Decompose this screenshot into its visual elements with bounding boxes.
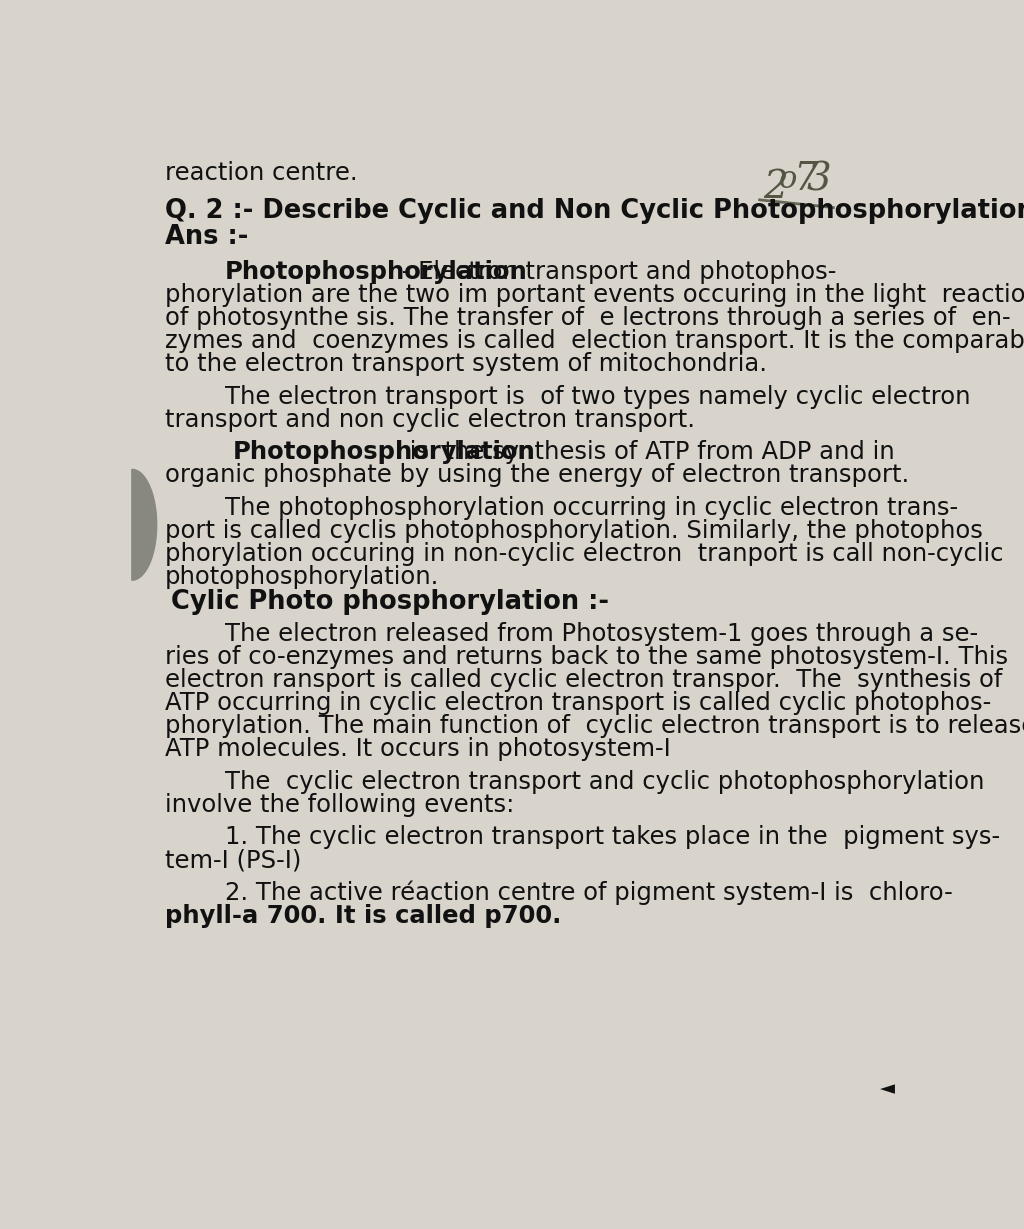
Text: Q. 2 :- Describe Cyclic and Non Cyclic Photophosphorylation.: Q. 2 :- Describe Cyclic and Non Cyclic P… [165,198,1024,225]
Text: organic phosphate by using the energy of electron transport.: organic phosphate by using the energy of… [165,463,909,487]
Text: 2. The active réaction centre of pigment system-I is  chloro-: 2. The active réaction centre of pigmen… [225,880,952,905]
Text: The photophosphorylation occurring in cyclic electron trans-: The photophosphorylation occurring in cy… [225,495,958,520]
Text: Cylic Photo phosphorylation :-: Cylic Photo phosphorylation :- [171,590,609,616]
Text: photophosphorylation.: photophosphorylation. [165,565,439,589]
Text: is  the synthesis of ATP from ADP and in: is the synthesis of ATP from ADP and in [401,440,894,465]
Text: of photosynthe sis. The transfer of  e lectrons through a series of  en-: of photosynthe sis. The transfer of e le… [165,306,1011,331]
Text: 3: 3 [807,161,831,198]
Text: ◄: ◄ [880,1079,895,1099]
Text: The  cyclic electron transport and cyclic photophosphorylation: The cyclic electron transport and cyclic… [225,769,984,794]
Text: The electron released from Photosystem-1 goes through a se-: The electron released from Photosystem-1… [225,622,978,645]
Text: transport and non cyclic electron transport.: transport and non cyclic electron transp… [165,408,695,431]
Text: Photophosphorylation: Photophosphorylation [232,440,536,465]
Text: ATP molecules. It occurs in photosystem-I: ATP molecules. It occurs in photosystem-… [165,737,671,761]
Text: to the electron transport system of mitochondria.: to the electron transport system of mito… [165,353,767,376]
Text: - Electron transport and photophos-: - Electron transport and photophos- [394,259,837,284]
Text: Ans :-: Ans :- [165,225,249,251]
Text: port is called cyclis photophosphorylation. Similarly, the photophos: port is called cyclis photophosphorylati… [165,519,983,543]
Text: zymes and  coenzymes is called  election transport. It is the comparable: zymes and coenzymes is called election t… [165,329,1024,353]
Text: phyll-a 700. It is called p700.: phyll-a 700. It is called p700. [165,903,561,928]
Text: phorylation. The main function of  cyclic electron transport is to release: phorylation. The main function of cyclic… [165,714,1024,739]
Text: The electron transport is  of two types namely cyclic electron: The electron transport is of two types n… [225,385,971,408]
Text: ries of co-enzymes and returns back to the same photosystem-I. This: ries of co-enzymes and returns back to t… [165,645,1009,669]
Text: phorylation occuring in non-cyclic electron  tranport is call non-cyclic: phorylation occuring in non-cyclic elect… [165,542,1004,565]
Text: Photophosphorylation: Photophosphorylation [225,259,527,284]
Text: ATP occurring in cyclic electron transport is called cyclic photophos-: ATP occurring in cyclic electron transpo… [165,691,991,715]
Text: 2: 2 [764,170,788,206]
Text: involve the following events:: involve the following events: [165,793,515,817]
Text: 7: 7 [793,161,818,198]
Text: electron ransport is called cyclic electron transpor.  The  synthesis of: electron ransport is called cyclic elect… [165,669,1002,692]
Text: tem-I (PS-I): tem-I (PS-I) [165,848,302,873]
Polygon shape [132,469,157,580]
Text: phorylation are the two im portant events occuring in the light  reaction: phorylation are the two im portant event… [165,283,1024,307]
Text: o: o [779,165,798,195]
Text: 1. The cyclic electron transport takes place in the  pigment sys-: 1. The cyclic electron transport takes p… [225,825,1000,849]
Text: reaction centre.: reaction centre. [165,161,357,186]
